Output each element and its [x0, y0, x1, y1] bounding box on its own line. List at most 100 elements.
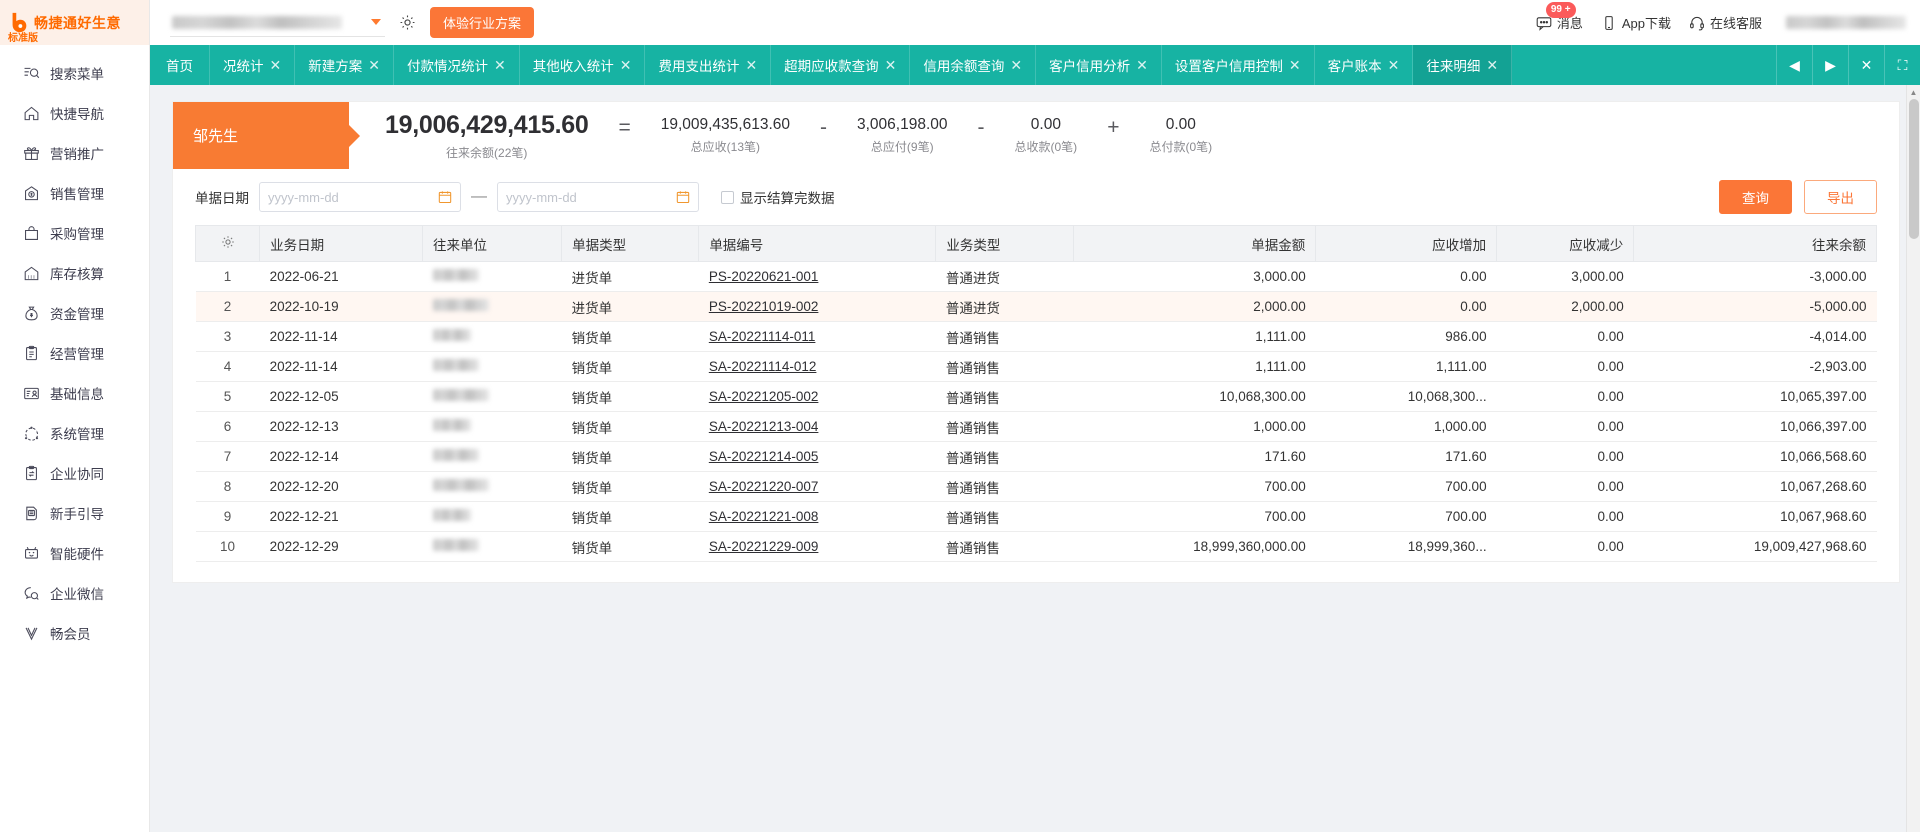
content-scroll-area[interactable]: 邹先生 19,006,429,415.60 往来余额(22笔) = 19,009,43…: [150, 85, 1920, 832]
table-col-header-3[interactable]: 往来单位: [422, 225, 563, 262]
document-number-link[interactable]: SA-20221214-005: [708, 449, 819, 464]
sidebar-item-15[interactable]: 畅会员: [0, 613, 149, 653]
sidebar-item-9[interactable]: 基础信息: [0, 373, 149, 413]
table-cell-doc_no[interactable]: PS-20220621-001: [698, 261, 936, 292]
topbar-item-online-service[interactable]: 在线客服: [1689, 13, 1762, 32]
tab-2[interactable]: 况统计 ✕: [210, 45, 296, 85]
table-col-header-1[interactable]: [194, 225, 261, 262]
tab-10[interactable]: 设置客户信用控制 ✕: [1162, 45, 1315, 85]
sidebar-item-7[interactable]: 资金管理: [0, 293, 149, 333]
sidebar-item-11[interactable]: 企业协同: [0, 453, 149, 493]
tab-close-icon[interactable]: ✕: [1136, 56, 1148, 73]
table-col-header-10[interactable]: 往来余额: [1633, 225, 1877, 262]
document-number-link[interactable]: SA-20221213-004: [708, 419, 819, 434]
tab-close-all-icon[interactable]: ✕: [1848, 45, 1884, 85]
table-col-header-5[interactable]: 单据编号: [698, 225, 937, 262]
document-number-link[interactable]: SA-20221221-008: [708, 509, 819, 524]
table-row[interactable]: 6 2022-12-13 销货单 SA-20221213-004 普通销售 1,000.0…: [195, 411, 1877, 442]
table-cell-doc_no[interactable]: SA-20221220-007: [698, 471, 936, 502]
tab-6[interactable]: 费用支出统计 ✕: [645, 45, 772, 85]
user-account-name[interactable]: [1786, 16, 1906, 29]
sidebar-item-3[interactable]: 营销推广: [0, 133, 149, 173]
table-col-header-6[interactable]: 业务类型: [935, 225, 1074, 262]
tab-close-icon[interactable]: ✕: [493, 56, 506, 73]
document-number-link[interactable]: PS-20221019-002: [708, 299, 819, 314]
table-col-header-7[interactable]: 单据金额: [1072, 225, 1317, 262]
tab-4[interactable]: 付款情况统计 ✕: [394, 45, 520, 85]
tab-close-icon[interactable]: ✕: [1010, 56, 1023, 73]
org-selector[interactable]: [170, 9, 385, 37]
scrollbar-thumb[interactable]: [1909, 99, 1919, 239]
table-cell-doc_no[interactable]: SA-20221229-009: [698, 531, 936, 562]
sidebar-item-2[interactable]: 快捷导航: [0, 93, 149, 133]
query-button[interactable]: 查询: [1719, 180, 1792, 214]
document-number-link[interactable]: SA-20221114-012: [708, 359, 817, 374]
vertical-scrollbar[interactable]: ▲: [1906, 85, 1920, 832]
date-to-input[interactable]: yyyy-mm-dd: [497, 182, 699, 212]
tab-close-icon[interactable]: ✕: [619, 56, 632, 73]
topbar-item-message[interactable]: 消息 99 +: [1536, 2, 1583, 32]
experience-solution-button[interactable]: 体验行业方案: [430, 7, 535, 38]
export-button[interactable]: 导出: [1804, 180, 1877, 214]
document-number-link[interactable]: PS-20220621-001: [708, 269, 819, 284]
tab-11[interactable]: 客户账本 ✕: [1315, 45, 1414, 85]
sidebar-item-8[interactable]: 经营管理: [0, 333, 149, 373]
table-col-header-9[interactable]: 应收减少: [1496, 225, 1635, 262]
org-name-value: [172, 15, 342, 29]
tab-7[interactable]: 超期应收款查询 ✕: [771, 45, 911, 85]
show-settled-checkbox[interactable]: 显示结算完数据: [721, 187, 835, 207]
fullscreen-icon[interactable]: ⛶: [1884, 45, 1920, 85]
tab-5[interactable]: 其他收入统计 ✕: [520, 45, 646, 85]
table-cell-doc_no[interactable]: SA-20221214-005: [698, 441, 936, 472]
sidebar-item-5[interactable]: 采购管理: [0, 213, 149, 253]
table-col-header-4[interactable]: 单据类型: [561, 225, 700, 262]
table-row[interactable]: 7 2022-12-14 销货单 SA-20221214-005 普通销售 171.60 1…: [195, 441, 1877, 472]
sidebar-item-1[interactable]: 搜索菜单: [0, 53, 149, 93]
sidebar-item-14[interactable]: 企业微信: [0, 573, 149, 613]
document-number-link[interactable]: SA-20221220-007: [708, 479, 819, 494]
table-cell-doc_no[interactable]: SA-20221114-011: [698, 321, 936, 352]
table-cell-doc_no[interactable]: PS-20221019-002: [698, 291, 936, 322]
tab-close-icon[interactable]: ✕: [884, 56, 897, 73]
table-col-header-2[interactable]: 业务日期: [259, 225, 424, 262]
sidebar-item-10[interactable]: 系统管理: [0, 413, 149, 453]
date-from-input[interactable]: yyyy-mm-dd: [259, 182, 461, 212]
table-row[interactable]: 2 2022-10-19 进货单 PS-20221019-002 普通进货 2,000.0…: [195, 291, 1877, 322]
tab-12[interactable]: 往来明细 ✕: [1413, 45, 1513, 85]
table-row[interactable]: 1 2022-06-21 进货单 PS-20220621-001 普通进货 3,000.0…: [195, 261, 1877, 292]
tab-scroll-prev-icon[interactable]: ◀: [1776, 45, 1812, 85]
table-row[interactable]: 3 2022-11-14 销货单 SA-20221114-011 普通销售 1,111.0…: [195, 321, 1877, 352]
document-number-link[interactable]: SA-20221229-009: [708, 539, 819, 554]
sidebar-item-6[interactable]: 库存核算: [0, 253, 149, 293]
gear-icon[interactable]: [221, 235, 235, 249]
settings-gear-icon[interactable]: [399, 14, 416, 31]
tab-close-icon[interactable]: ✕: [1387, 56, 1400, 73]
table-row[interactable]: 10 2022-12-29 销货单 SA-20221229-009 普通销售 18,999…: [195, 531, 1877, 562]
sidebar-item-12[interactable]: 新手引导: [0, 493, 149, 533]
tab-1[interactable]: 首页: [150, 45, 210, 85]
tab-9[interactable]: 客户信用分析 ✕: [1036, 45, 1162, 85]
sidebar-item-13[interactable]: 智能硬件: [0, 533, 149, 573]
sidebar-item-4[interactable]: 销售管理: [0, 173, 149, 213]
document-number-link[interactable]: SA-20221114-011: [708, 329, 816, 344]
tab-close-icon[interactable]: ✕: [745, 56, 758, 73]
table-row[interactable]: 4 2022-11-14 销货单 SA-20221114-012 普通销售 1,111.0…: [195, 351, 1877, 382]
tab-3[interactable]: 新建方案 ✕: [295, 45, 394, 85]
table-cell-doc_no[interactable]: SA-20221213-004: [698, 411, 936, 442]
table-cell-doc_no[interactable]: SA-20221205-002: [698, 381, 936, 412]
tab-close-icon[interactable]: ✕: [368, 56, 380, 73]
tab-close-icon[interactable]: ✕: [1486, 56, 1499, 73]
table-row[interactable]: 5 2022-12-05 销货单 SA-20221205-002 普通销售 10,068,…: [195, 381, 1877, 412]
table-col-header-8[interactable]: 应收增加: [1315, 225, 1498, 262]
document-number-link[interactable]: SA-20221205-002: [708, 389, 819, 404]
table-cell-doc_no[interactable]: SA-20221221-008: [698, 501, 936, 532]
tab-close-icon[interactable]: ✕: [1288, 56, 1301, 73]
table-row[interactable]: 9 2022-12-21 销货单 SA-20221221-008 普通销售 700.00 7…: [195, 501, 1877, 532]
tab-close-icon[interactable]: ✕: [269, 56, 282, 73]
topbar-item-app-download[interactable]: App下载: [1601, 13, 1671, 32]
tab-scroll-next-icon[interactable]: ▶: [1812, 45, 1848, 85]
tab-8[interactable]: 信用余额查询 ✕: [910, 45, 1037, 85]
table-cell-doc_no[interactable]: SA-20221114-012: [698, 351, 936, 382]
scroll-up-arrow-icon[interactable]: ▲: [1909, 87, 1918, 97]
table-row[interactable]: 8 2022-12-20 销货单 SA-20221220-007 普通销售 700.00 7…: [195, 471, 1877, 502]
